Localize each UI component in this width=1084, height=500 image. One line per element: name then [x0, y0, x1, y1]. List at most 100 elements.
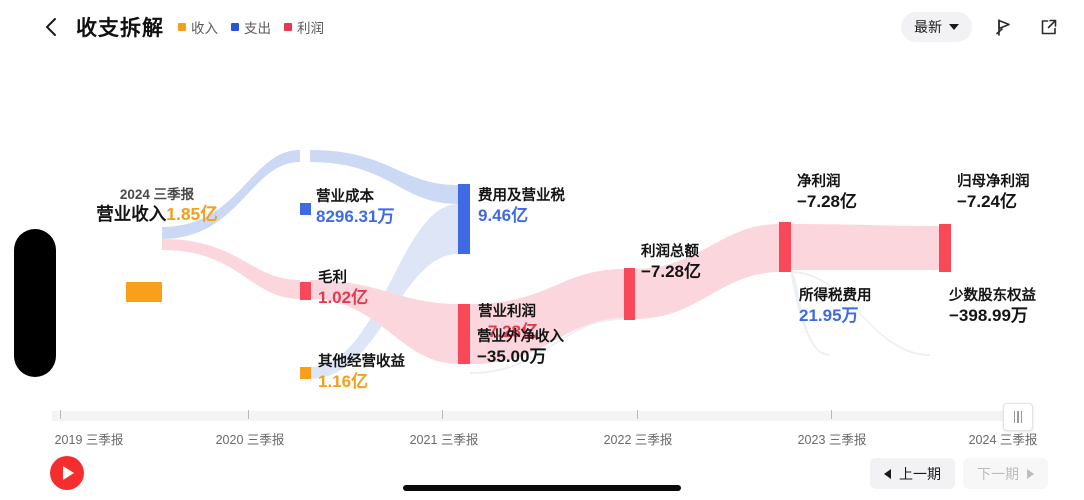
timeline-tick-2023: [831, 410, 832, 419]
triangle-right-icon: [1027, 468, 1034, 479]
page-title: 收支拆解: [76, 17, 164, 40]
timeline-label-2021[interactable]: 2021 三季报: [409, 433, 479, 447]
flag-icon[interactable]: [988, 12, 1018, 42]
node-op-profit: [458, 304, 470, 364]
home-indicator: [403, 485, 681, 491]
grip-line: [1017, 411, 1019, 423]
node-label-non-op-net-name: 营业外净收入: [477, 329, 564, 345]
node-label-non-op-net-value: −35.00万: [477, 346, 547, 366]
timeline-label-2023[interactable]: 2023 三季报: [797, 433, 867, 447]
node-label-gross-profit-name: 毛利: [318, 270, 347, 286]
link-total-profit-net-profit: [634, 224, 780, 319]
node-label-total-profit: 利润总额 −7.28亿: [641, 244, 701, 282]
node-label-expense-tax-value: 9.46亿: [478, 205, 529, 225]
grip-line: [1013, 411, 1016, 423]
node-label-total-profit-value: −7.28亿: [641, 261, 702, 281]
node-label-net-profit-name: 净利润: [797, 174, 841, 190]
node-cost: [300, 203, 311, 215]
next-period-button[interactable]: 下一期: [963, 458, 1048, 489]
node-label-expense-tax: 费用及营业税 9.46亿: [478, 188, 565, 226]
node-label-expense-tax-name: 费用及营业税: [478, 188, 565, 204]
node-label-cost: 营业成本 8296.31万: [316, 189, 394, 227]
node-label-cost-name: 营业成本: [316, 189, 374, 205]
node-gross-profit: [300, 282, 311, 300]
sankey-chart[interactable]: 2024 三季报 营业收入1.85亿 营业成本 8296.31万 毛利 1.02…: [0, 54, 1084, 394]
legend-swatch-income: [178, 23, 186, 31]
left-overlay-pill: [14, 229, 56, 377]
node-label-revenue-main: 营业收入1.85亿: [72, 204, 242, 226]
grip-line: [1020, 411, 1023, 423]
sankey-links-layer: [126, 150, 951, 379]
link-revenue-cost: [162, 150, 300, 239]
timeline-label-2022[interactable]: 2022 三季报: [603, 433, 673, 447]
node-label-revenue-name: 营业收入: [96, 203, 167, 224]
timeline-tick-2021: [442, 410, 443, 419]
node-label-minority-name: 少数股东权益: [949, 288, 1036, 304]
node-label-cost-value: 8296.31万: [316, 206, 395, 226]
node-total-profit: [624, 268, 635, 320]
node-label-op-profit-value: −7.28亿: [478, 321, 539, 341]
node-label-parent-net: 归母净利润 −7.24亿: [957, 174, 1030, 212]
legend-label-profit: 利润: [297, 21, 324, 36]
node-label-total-profit-name: 利润总额: [641, 244, 699, 260]
node-parent-net: [939, 224, 951, 272]
external-link-icon[interactable]: [1034, 12, 1064, 42]
play-icon: [63, 466, 74, 480]
timeline-label-2020[interactable]: 2020 三季报: [215, 433, 285, 447]
slider-grip-icon[interactable]: [1003, 403, 1033, 431]
node-label-net-profit-value: −7.28亿: [797, 191, 858, 211]
legend-swatch-profit: [284, 23, 292, 31]
period-pager: 上一期 下一期: [870, 458, 1048, 489]
triangle-left-icon: [884, 468, 891, 479]
node-label-gross-profit: 毛利 1.02亿: [318, 270, 368, 308]
node-label-gross-profit-value: 1.02亿: [318, 287, 369, 307]
header-actions: 最新: [901, 12, 1064, 42]
node-expense-tax: [458, 184, 470, 254]
link-net-profit-income-tax: [790, 270, 830, 356]
legend-item-profit: 利润: [284, 17, 324, 37]
app-header: 收支拆解 收入 支出 利润 最新: [0, 0, 1084, 54]
timeline-tick-2020: [248, 410, 249, 419]
node-label-income-tax-value: 21.95万: [799, 305, 859, 325]
node-label-revenue-period: 2024 三季报: [119, 187, 195, 202]
node-label-other-income: 其他经营收益 1.16亿: [318, 354, 405, 392]
timeline-tick-2022: [637, 410, 638, 419]
chevron-down-icon: [949, 24, 959, 30]
legend-swatch-expense: [231, 23, 239, 31]
node-label-minority: 少数股东权益 −398.99万: [949, 288, 1036, 326]
link-net-profit-minority: [790, 271, 930, 356]
next-period-label: 下一期: [977, 465, 1019, 482]
timeline-slider[interactable]: 2019 三季报 2020 三季报 2021 三季报 2022 三季报 2023…: [0, 403, 1084, 455]
period-select-label: 最新: [914, 19, 942, 35]
play-button[interactable]: [50, 456, 84, 490]
node-label-op-profit-name: 营业利润: [478, 304, 536, 320]
node-label-parent-net-value: −7.24亿: [957, 191, 1018, 211]
node-label-income-tax-name: 所得税费用: [799, 288, 872, 304]
period-select[interactable]: 最新: [901, 12, 972, 42]
node-label-parent-net-name: 归母净利润: [957, 174, 1030, 190]
timeline-label-2019[interactable]: 2019 三季报: [54, 433, 124, 447]
timeline-label-2024[interactable]: 2024 三季报: [968, 433, 1038, 447]
prev-period-label: 上一期: [899, 465, 941, 482]
node-label-minority-value: −398.99万: [949, 305, 1028, 325]
node-label-income-tax: 所得税费用 21.95万: [799, 288, 872, 326]
timeline-track[interactable]: [52, 411, 1032, 421]
legend-label-income: 收入: [191, 21, 218, 36]
node-label-other-income-value: 1.16亿: [318, 371, 369, 391]
timeline-tick-2019: [60, 410, 61, 419]
link-op-profit-total-profit: [470, 269, 624, 364]
node-revenue: [126, 282, 162, 302]
legend-item-expense: 支出: [231, 17, 271, 37]
prev-period-button[interactable]: 上一期: [870, 458, 955, 489]
node-label-net-profit: 净利润 −7.28亿: [797, 174, 857, 212]
back-button[interactable]: [40, 16, 62, 38]
node-net-profit: [779, 222, 791, 272]
link-net-profit-parent-net: [790, 224, 940, 270]
legend-item-income: 收入: [178, 17, 218, 37]
node-label-op-profit: 营业利润 −7.28亿: [478, 304, 538, 342]
node-other-income: [300, 367, 311, 379]
link-other-income-expense-tax: [310, 204, 458, 379]
node-label-non-op-net: 营业外净收入 −35.00万: [477, 329, 564, 367]
link-revenue-gross-profit: [162, 239, 300, 299]
node-label-other-income-name: 其他经营收益: [318, 354, 405, 370]
